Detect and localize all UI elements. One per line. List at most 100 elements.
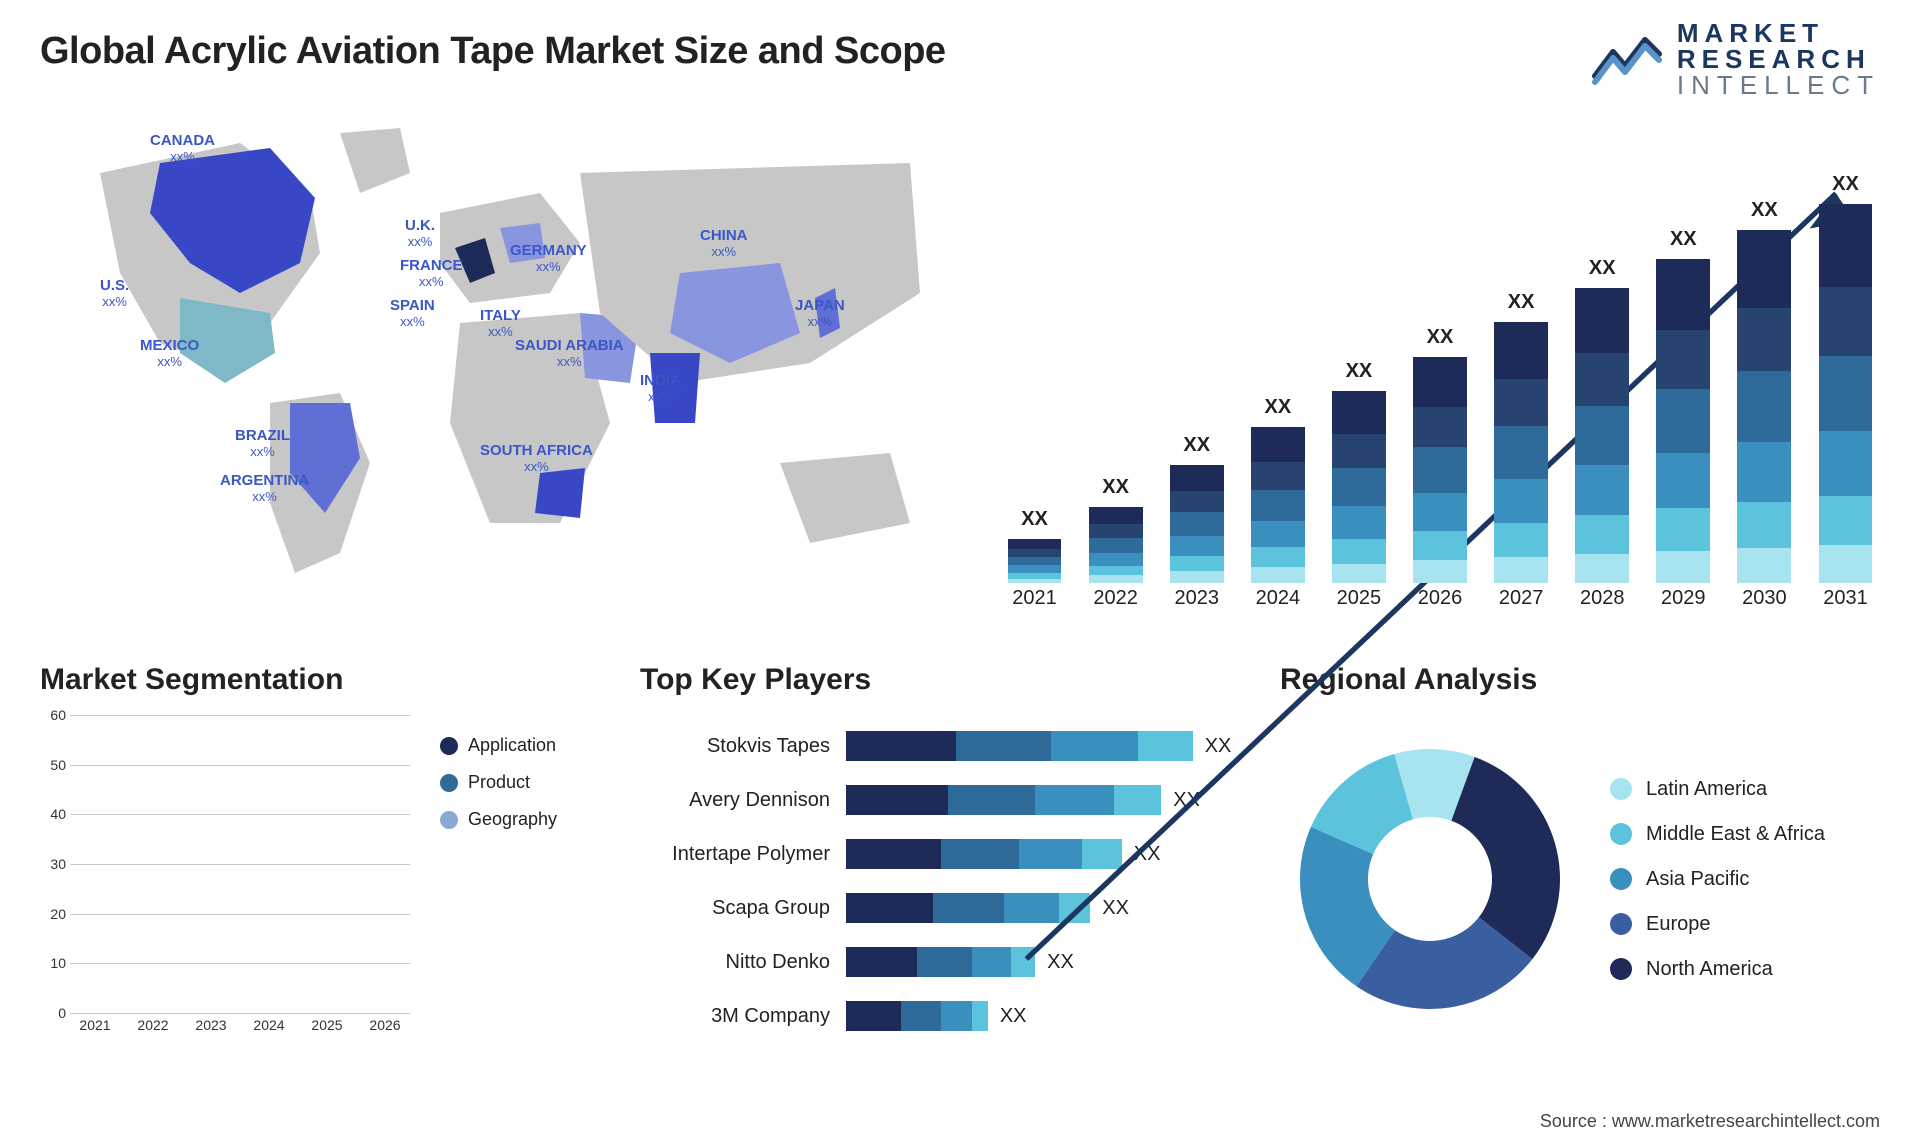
player-value: XX xyxy=(1047,951,1074,974)
forecast-bar-value: XX xyxy=(1751,199,1778,222)
legend-dot-icon xyxy=(440,811,458,829)
map-country-label: SOUTH AFRICAxx% xyxy=(480,443,593,474)
forecast-year-label: 2031 xyxy=(1811,587,1880,623)
seg-legend-label: Product xyxy=(468,772,530,793)
seg-year-label: 2022 xyxy=(128,1017,178,1043)
player-row: Intertape PolymerXX xyxy=(640,835,1240,873)
legend-dot-icon xyxy=(440,774,458,792)
seg-legend-item: Application xyxy=(440,735,600,756)
player-value: XX xyxy=(1000,1005,1027,1028)
forecast-bar-value: XX xyxy=(1346,360,1373,383)
map-country-label: U.K.xx% xyxy=(405,218,435,249)
seg-ytick: 50 xyxy=(50,757,66,773)
seg-ytick: 10 xyxy=(50,955,66,971)
regional-legend-label: Latin America xyxy=(1646,778,1767,801)
legend-dot-icon xyxy=(1610,913,1632,935)
seg-legend-label: Geography xyxy=(468,809,557,830)
player-value: XX xyxy=(1102,897,1129,920)
regional-legend-label: Europe xyxy=(1646,913,1711,936)
player-name: 3M Company xyxy=(640,1005,830,1028)
map-country-label: SAUDI ARABIAxx% xyxy=(515,338,624,369)
player-value: XX xyxy=(1173,789,1200,812)
forecast-bar: XX xyxy=(1568,257,1637,583)
forecast-year-label: 2022 xyxy=(1081,587,1150,623)
forecast-year-label: 2028 xyxy=(1568,587,1637,623)
map-country-label: ARGENTINAxx% xyxy=(220,473,309,504)
player-bar xyxy=(846,839,1122,869)
world-map-panel: CANADAxx%U.S.xx%MEXICOxx%BRAZILxx%ARGENT… xyxy=(40,103,940,623)
seg-legend-item: Geography xyxy=(440,809,600,830)
map-country-label: U.S.xx% xyxy=(100,278,129,309)
map-country-label: BRAZILxx% xyxy=(235,428,290,459)
player-row: Nitto Denko XX xyxy=(640,943,1240,981)
player-bar xyxy=(846,785,1161,815)
forecast-bar: XX xyxy=(1730,199,1799,583)
forecast-chart: XXXXXXXXXXXXXXXXXXXXXX 20212022202320242… xyxy=(1000,103,1880,623)
legend-dot-icon xyxy=(440,737,458,755)
brand-logo: MARKET RESEARCH INTELLECT xyxy=(1591,20,1880,98)
forecast-bar: XX xyxy=(1162,434,1231,583)
seg-ytick: 0 xyxy=(58,1005,66,1021)
forecast-bar-value: XX xyxy=(1508,291,1535,314)
forecast-chart-panel: XXXXXXXXXXXXXXXXXXXXXX 20212022202320242… xyxy=(1000,103,1880,623)
seg-year-label: 2023 xyxy=(186,1017,236,1043)
regional-title: Regional Analysis xyxy=(1280,663,1880,697)
regional-panel: Regional Analysis Latin America Middle Ea… xyxy=(1280,663,1880,1043)
forecast-bar: XX xyxy=(1405,326,1474,583)
bottom-row: Market Segmentation 0102030405060 202120… xyxy=(40,663,1880,1043)
logo-line1: MARKET xyxy=(1677,20,1880,46)
top-row: CANADAxx%U.S.xx%MEXICOxx%BRAZILxx%ARGENT… xyxy=(40,103,1880,623)
segmentation-title: Market Segmentation xyxy=(40,663,600,697)
legend-dot-icon xyxy=(1610,823,1632,845)
forecast-bar: XX xyxy=(1649,228,1718,583)
logo-mark-icon xyxy=(1591,32,1663,86)
map-country-label: INDIAxx% xyxy=(640,373,681,404)
forecast-bar: XX xyxy=(1000,508,1069,583)
forecast-bar-value: XX xyxy=(1832,173,1859,196)
regional-legend: Latin America Middle East & Africa Asia Pa… xyxy=(1610,778,1825,981)
regional-legend-item: Asia Pacific xyxy=(1610,868,1825,891)
seg-ytick: 30 xyxy=(50,856,66,872)
regional-donut-chart xyxy=(1280,729,1580,1029)
player-row: 3M Company XX xyxy=(640,997,1240,1035)
regional-legend-label: North America xyxy=(1646,958,1773,981)
legend-dot-icon xyxy=(1610,778,1632,800)
player-bar xyxy=(846,1001,988,1031)
player-name: Nitto Denko xyxy=(640,951,830,974)
players-panel: Top Key Players Stokvis TapesXX Avery Den… xyxy=(640,663,1240,1043)
regional-legend-item: North America xyxy=(1610,958,1825,981)
forecast-year-label: 2024 xyxy=(1243,587,1312,623)
logo-text: MARKET RESEARCH INTELLECT xyxy=(1677,20,1880,98)
forecast-year-label: 2027 xyxy=(1487,587,1556,623)
forecast-bar-value: XX xyxy=(1021,508,1048,531)
map-country-label: GERMANYxx% xyxy=(510,243,587,274)
forecast-bar-value: XX xyxy=(1102,476,1129,499)
seg-legend-label: Application xyxy=(468,735,556,756)
forecast-bar-value: XX xyxy=(1589,257,1616,280)
forecast-bar: XX xyxy=(1811,173,1880,583)
map-country-label: JAPANxx% xyxy=(795,298,845,329)
forecast-year-label: 2030 xyxy=(1730,587,1799,623)
map-country-label: SPAINxx% xyxy=(390,298,435,329)
seg-ytick: 60 xyxy=(50,707,66,723)
forecast-year-label: 2021 xyxy=(1000,587,1069,623)
forecast-bar-value: XX xyxy=(1427,326,1454,349)
legend-dot-icon xyxy=(1610,958,1632,980)
forecast-bar: XX xyxy=(1324,360,1393,583)
player-row: Avery Dennison XX xyxy=(640,781,1240,819)
regional-legend-item: Europe xyxy=(1610,913,1825,936)
player-row: Stokvis TapesXX xyxy=(640,727,1240,765)
seg-ytick: 40 xyxy=(50,806,66,822)
segmentation-chart: 0102030405060 202120222023202420252026 xyxy=(40,715,410,1043)
player-name: Avery Dennison xyxy=(640,789,830,812)
regional-legend-item: Middle East & Africa xyxy=(1610,823,1825,846)
player-bar xyxy=(846,893,1090,923)
logo-line3: INTELLECT xyxy=(1677,72,1880,98)
legend-dot-icon xyxy=(1610,868,1632,890)
forecast-bar-value: XX xyxy=(1183,434,1210,457)
seg-year-label: 2026 xyxy=(360,1017,410,1043)
player-bar xyxy=(846,731,1193,761)
seg-legend-item: Product xyxy=(440,772,600,793)
players-title: Top Key Players xyxy=(640,663,1240,697)
forecast-bar: XX xyxy=(1243,396,1312,583)
